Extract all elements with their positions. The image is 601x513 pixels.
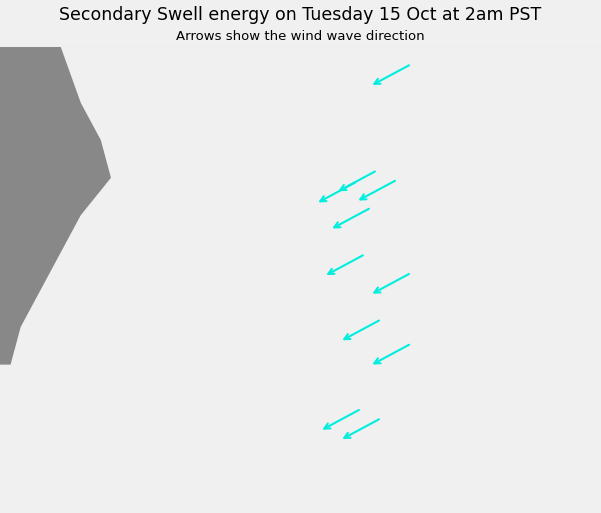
Text: Secondary Swell energy on Tuesday 15 Oct at 2am PST: Secondary Swell energy on Tuesday 15 Oct… xyxy=(59,6,542,24)
Text: Arrows show the wind wave direction: Arrows show the wind wave direction xyxy=(176,30,425,43)
Polygon shape xyxy=(0,47,110,364)
